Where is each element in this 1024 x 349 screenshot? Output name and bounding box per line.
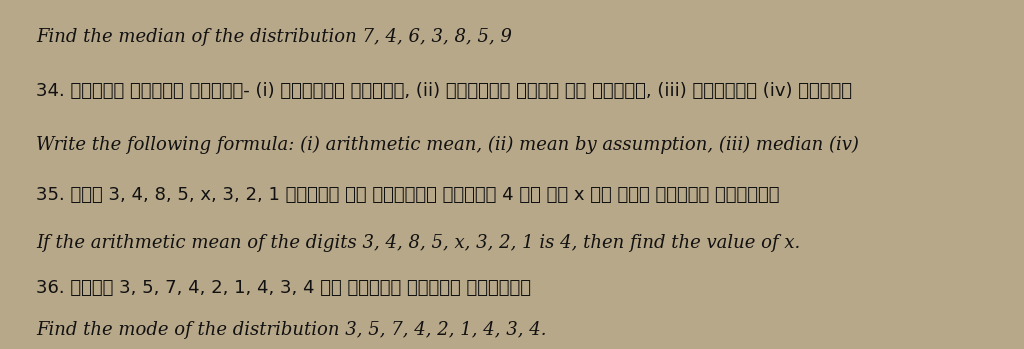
Text: Find the median of the distribution 7, 4, 6, 3, 8, 5, 9: Find the median of the distribution 7, 4… [36, 28, 512, 46]
Text: Find the mode of the distribution 3, 5, 7, 4, 2, 1, 4, 3, 4.: Find the mode of the distribution 3, 5, … [36, 321, 547, 339]
Text: 34. निम्न सूत्र लिखिए- (i) समांतर माध्य, (ii) कल्पित विधि से माध्य, (iii) माध्यक: 34. निम्न सूत्र लिखिए- (i) समांतर माध्य,… [36, 82, 852, 100]
Text: 36. बंटन 3, 5, 7, 4, 2, 1, 4, 3, 4 का बहुलक ज्ञात कीजिए।: 36. बंटन 3, 5, 7, 4, 2, 1, 4, 3, 4 का बह… [36, 279, 530, 297]
Text: If the arithmetic mean of the digits 3, 4, 8, 5, x, 3, 2, 1 is 4, then find the : If the arithmetic mean of the digits 3, … [36, 233, 800, 252]
Text: 35. यदि 3, 4, 8, 5, x, 3, 2, 1 अंकों का समांतर माध्य 4 हो तो x का मान ज्ञात कीजि: 35. यदि 3, 4, 8, 5, x, 3, 2, 1 अंकों का … [36, 186, 779, 205]
Text: Write the following formula: (i) arithmetic mean, (ii) mean by assumption, (iii): Write the following formula: (i) arithme… [36, 136, 859, 154]
